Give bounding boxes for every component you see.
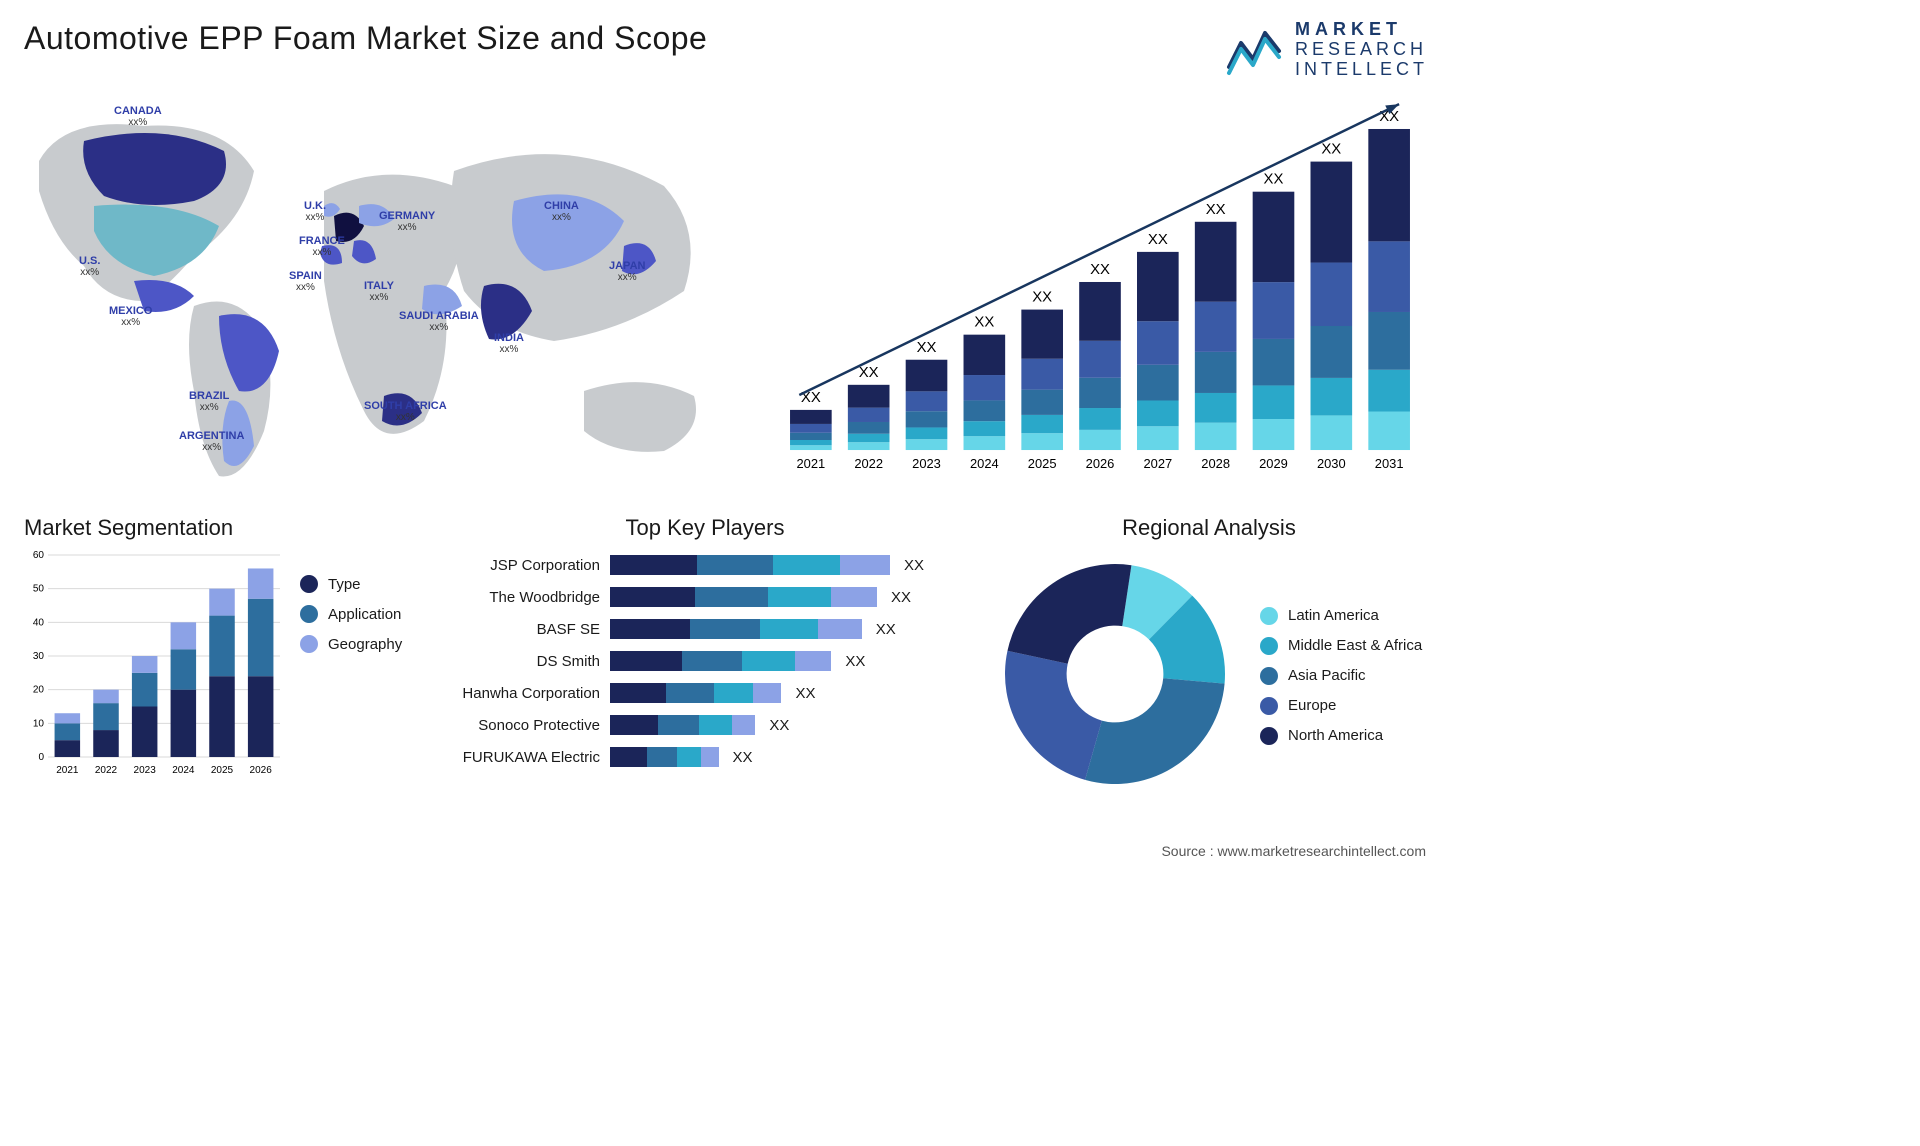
- swatch-icon: [300, 635, 318, 653]
- player-row: Hanwha CorporationXX: [440, 677, 970, 709]
- svg-text:2028: 2028: [1201, 456, 1230, 471]
- svg-text:2024: 2024: [172, 765, 195, 776]
- forecast-chart: XX 2021 XX 2022 XX 2023 XX 2024 XX 2025 XX 2026 XX 20…: [772, 91, 1428, 491]
- map-label-us: U.S.xx%: [79, 256, 100, 278]
- map-label-france: FRANCExx%: [299, 236, 345, 258]
- map-label-china: CHINAxx%: [544, 201, 579, 223]
- player-bar: [610, 747, 719, 767]
- brand-logo: MARKET RESEARCH INTELLECT: [1225, 20, 1428, 79]
- swatch-icon: [1260, 697, 1278, 715]
- player-bar: [610, 619, 862, 639]
- swatch-icon: [300, 605, 318, 623]
- svg-text:20: 20: [33, 685, 45, 696]
- svg-text:XX: XX: [1148, 232, 1168, 248]
- player-row: The WoodbridgeXX: [440, 581, 970, 613]
- players-title: Top Key Players: [440, 515, 970, 541]
- logo-mark-icon: [1225, 23, 1285, 77]
- svg-text:0: 0: [38, 752, 44, 763]
- svg-text:2021: 2021: [56, 765, 79, 776]
- map-label-mexico: MEXICOxx%: [109, 306, 152, 328]
- svg-text:XX: XX: [1090, 262, 1110, 278]
- svg-text:10: 10: [33, 719, 45, 730]
- svg-text:2031: 2031: [1375, 456, 1404, 471]
- svg-text:2030: 2030: [1317, 456, 1346, 471]
- segmentation-panel: Market Segmentation 0 10 20 30 40 50 60 2021 202…: [24, 515, 420, 784]
- page-title: Automotive EPP Foam Market Size and Scop…: [24, 20, 707, 57]
- swatch-icon: [300, 575, 318, 593]
- seg-legend-application: Application: [300, 605, 420, 623]
- player-row: FURUKAWA ElectricXX: [440, 741, 970, 773]
- svg-text:XX: XX: [1206, 202, 1226, 218]
- regional-donut: [990, 549, 1240, 799]
- logo-line1: MARKET: [1295, 20, 1428, 40]
- seg-legend-type: Type: [300, 575, 420, 593]
- svg-text:2029: 2029: [1259, 456, 1288, 471]
- svg-text:XX: XX: [917, 340, 937, 356]
- map-label-uk: U.K.xx%: [304, 201, 326, 223]
- player-bar: [610, 683, 781, 703]
- map-label-canada: CANADAxx%: [114, 106, 162, 128]
- map-label-saudiarabia: SAUDI ARABIAxx%: [399, 311, 479, 333]
- region-legend-item: Europe: [1260, 697, 1428, 715]
- player-bar: [610, 715, 755, 735]
- source-line: Source : www.marketresearchintellect.com: [1161, 843, 1426, 859]
- svg-text:30: 30: [33, 651, 45, 662]
- svg-text:XX: XX: [1264, 172, 1284, 188]
- player-row: DS SmithXX: [440, 645, 970, 677]
- region-legend-item: Latin America: [1260, 607, 1428, 625]
- map-label-india: INDIAxx%: [494, 333, 524, 355]
- swatch-icon: [1260, 607, 1278, 625]
- segmentation-legend: Type Application Geography: [300, 515, 420, 784]
- svg-text:50: 50: [33, 584, 45, 595]
- region-legend-item: North America: [1260, 727, 1428, 745]
- svg-text:2027: 2027: [1143, 456, 1172, 471]
- seg-legend-geography: Geography: [300, 635, 420, 653]
- player-row: JSP CorporationXX: [440, 549, 970, 581]
- svg-text:2024: 2024: [970, 456, 999, 471]
- regional-legend: Latin America Middle East & Africa Asia Pa…: [1260, 597, 1428, 757]
- map-label-argentina: ARGENTINAxx%: [179, 431, 244, 453]
- svg-text:2023: 2023: [134, 765, 157, 776]
- swatch-icon: [1260, 667, 1278, 685]
- svg-text:XX: XX: [859, 365, 879, 381]
- map-label-spain: SPAINxx%: [289, 271, 322, 293]
- svg-text:XX: XX: [1321, 142, 1341, 158]
- segmentation-title: Market Segmentation: [24, 515, 284, 541]
- svg-text:2021: 2021: [796, 456, 825, 471]
- svg-text:2025: 2025: [1028, 456, 1057, 471]
- map-label-japan: JAPANxx%: [609, 261, 645, 283]
- swatch-icon: [1260, 637, 1278, 655]
- svg-text:2026: 2026: [250, 765, 273, 776]
- regional-title: Regional Analysis: [990, 515, 1428, 541]
- svg-text:XX: XX: [1032, 290, 1052, 306]
- svg-text:2022: 2022: [95, 765, 118, 776]
- player-row: Sonoco ProtectiveXX: [440, 709, 970, 741]
- svg-text:2026: 2026: [1086, 456, 1115, 471]
- map-label-southafrica: SOUTH AFRICAxx%: [364, 401, 447, 423]
- player-bar: [610, 555, 890, 575]
- key-players-panel: Top Key Players JSP CorporationXXThe Woo…: [440, 515, 970, 773]
- svg-text:2022: 2022: [854, 456, 883, 471]
- swatch-icon: [1260, 727, 1278, 745]
- map-label-germany: GERMANYxx%: [379, 211, 435, 233]
- player-bar: [610, 587, 877, 607]
- logo-line2: RESEARCH: [1295, 40, 1428, 60]
- world-map: CANADAxx% U.S.xx% MEXICOxx% BRAZILxx% ARGENT…: [24, 91, 744, 491]
- regional-panel: Regional Analysis Latin America Middle Ea…: [990, 515, 1428, 804]
- logo-line3: INTELLECT: [1295, 60, 1428, 80]
- svg-text:40: 40: [33, 618, 45, 629]
- svg-text:60: 60: [33, 550, 45, 561]
- segmentation-chart: 0 10 20 30 40 50 60 2021 2022 2023 2024 2025 2026: [24, 549, 284, 779]
- map-label-italy: ITALYxx%: [364, 281, 394, 303]
- region-legend-item: Asia Pacific: [1260, 667, 1428, 685]
- region-legend-item: Middle East & Africa: [1260, 637, 1428, 655]
- player-bar: [610, 651, 831, 671]
- players-chart: JSP CorporationXXThe WoodbridgeXXBASF SE…: [440, 549, 970, 773]
- map-label-brazil: BRAZILxx%: [189, 391, 229, 413]
- svg-text:XX: XX: [974, 315, 994, 331]
- svg-text:2025: 2025: [211, 765, 234, 776]
- svg-text:2023: 2023: [912, 456, 941, 471]
- player-row: BASF SEXX: [440, 613, 970, 645]
